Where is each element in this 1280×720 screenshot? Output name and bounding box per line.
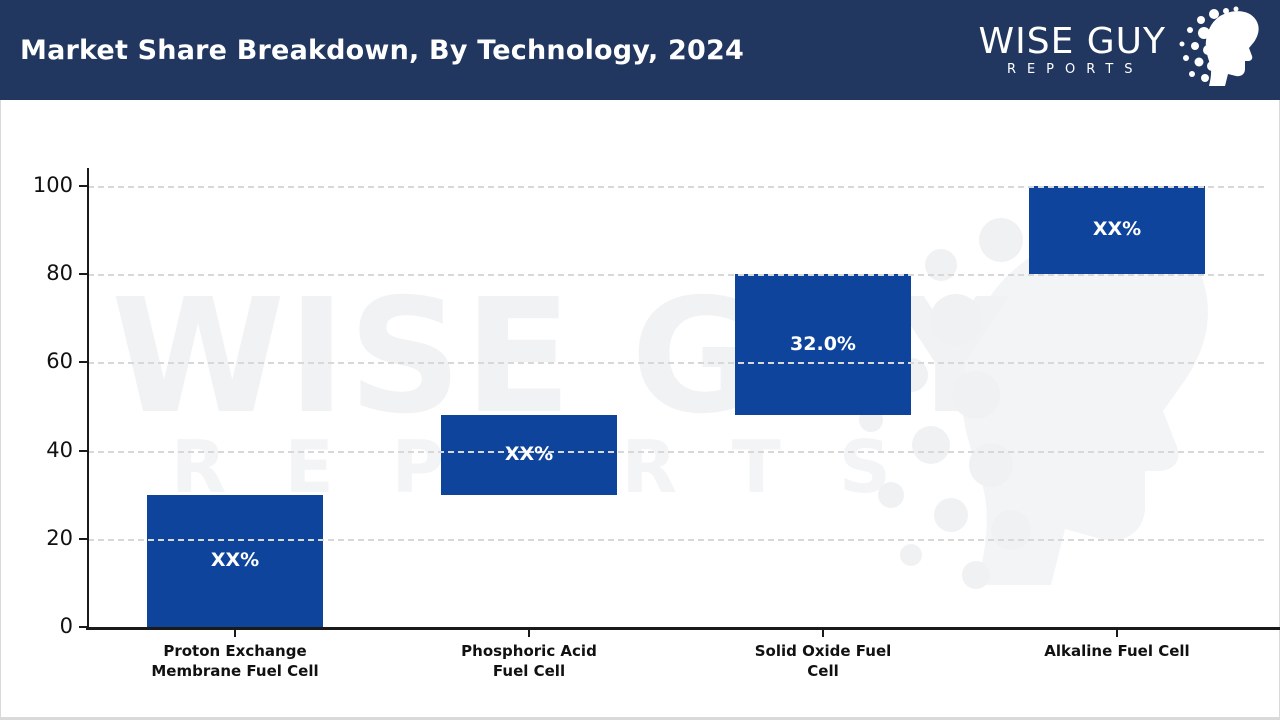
x-tick-mark bbox=[234, 630, 236, 637]
y-tick-mark bbox=[79, 185, 87, 187]
bar-value-label: XX% bbox=[1092, 218, 1142, 241]
brand-logo-name: WISE GUY bbox=[978, 20, 1166, 62]
brand-face-icon bbox=[1168, 6, 1260, 94]
bar-4[interactable] bbox=[1029, 186, 1205, 275]
y-tick-mark bbox=[79, 626, 87, 628]
brand-logo-text: WISE GUY REPORTS bbox=[978, 20, 1167, 77]
gridline-y40 bbox=[88, 450, 1264, 453]
y-tick-label: 100 bbox=[32, 173, 73, 197]
y-tick-mark bbox=[79, 537, 87, 540]
y-tick-label: 60 bbox=[46, 349, 73, 374]
brand-logo-subtitle: REPORTS bbox=[1006, 61, 1144, 77]
gridline-y100 bbox=[88, 186, 1264, 188]
y-tick-mark bbox=[79, 273, 87, 276]
x-tick-mark bbox=[1116, 630, 1118, 637]
x-category-label: Proton Exchange Membrane Fuel Cell bbox=[151, 642, 319, 680]
bar-value-label: XX% bbox=[210, 548, 260, 571]
gridline-y60 bbox=[88, 362, 1264, 365]
y-axis-line bbox=[87, 168, 89, 629]
y-tick-label: 20 bbox=[46, 525, 73, 550]
bar-1[interactable] bbox=[147, 494, 323, 627]
x-category-label: Alkaline Fuel Cell bbox=[1044, 642, 1190, 660]
watermark-face-icon bbox=[791, 208, 1211, 614]
gridline-y80 bbox=[88, 274, 1264, 277]
x-axis-line bbox=[86, 627, 1280, 630]
x-tick-mark bbox=[528, 630, 530, 637]
y-tick-mark bbox=[79, 449, 87, 452]
bar-value-label: 32.0% bbox=[790, 332, 856, 355]
bar-value-label: XX% bbox=[504, 443, 554, 465]
y-tick-label: 0 bbox=[59, 614, 73, 638]
bar-3[interactable] bbox=[735, 274, 911, 416]
x-tick-mark bbox=[822, 630, 824, 637]
y-tick-label: 40 bbox=[46, 437, 73, 462]
header-bar: Market Share Breakdown, By Technology, 2… bbox=[0, 0, 1280, 100]
x-category-label: Phosphoric Acid Fuel Cell bbox=[461, 642, 597, 680]
bar-2[interactable] bbox=[441, 415, 617, 495]
y-tick-label: 80 bbox=[46, 261, 73, 286]
chart-title: Market Share Breakdown, By Technology, 2… bbox=[20, 34, 745, 66]
brand-logo: WISE GUY REPORTS bbox=[979, 6, 1261, 94]
gridline-y20 bbox=[88, 538, 1264, 541]
y-tick-mark bbox=[79, 361, 87, 364]
x-category-label: Solid Oxide Fuel Cell bbox=[754, 642, 892, 680]
